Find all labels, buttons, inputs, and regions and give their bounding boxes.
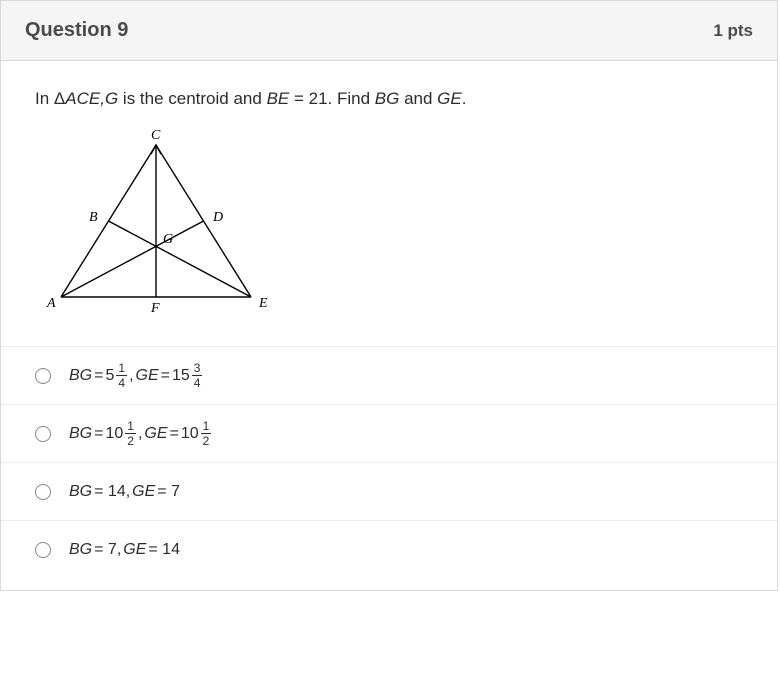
question-body: In ΔACE,G is the centroid and BE = 21. F… xyxy=(1,61,777,590)
radio-button[interactable] xyxy=(35,368,51,384)
radio-button[interactable] xyxy=(35,542,51,558)
option-text: BG = 1012, GE = 1012 xyxy=(69,420,211,447)
prompt-be: BE xyxy=(267,89,290,108)
prompt-bg: BG xyxy=(375,89,400,108)
prompt-text: . xyxy=(462,89,467,108)
svg-text:E: E xyxy=(258,296,268,311)
svg-text:D: D xyxy=(212,210,223,225)
svg-text:C: C xyxy=(151,128,161,143)
answer-option[interactable]: BG = 514, GE = 1534 xyxy=(1,346,777,404)
svg-text:F: F xyxy=(150,301,160,316)
prompt-text: = 21. Find xyxy=(289,89,375,108)
prompt-tri: ACE, xyxy=(65,89,105,108)
prompt-text: In Δ xyxy=(35,89,65,108)
question-card: Question 9 1 pts In ΔACE,G is the centro… xyxy=(0,0,778,591)
svg-text:A: A xyxy=(46,296,56,311)
answer-options: BG = 514, GE = 1534 BG = 1012, GE = 1012 B… xyxy=(1,346,777,578)
radio-button[interactable] xyxy=(35,484,51,500)
option-text: BG = 14,GE = 7 xyxy=(69,483,180,501)
answer-option[interactable]: BG = 14,GE = 7 xyxy=(1,462,777,520)
triangle-diagram: A E C F B D G xyxy=(41,127,743,322)
question-points: 1 pts xyxy=(713,21,753,41)
radio-button[interactable] xyxy=(35,426,51,442)
question-title: Question 9 xyxy=(25,19,128,42)
question-prompt: In ΔACE,G is the centroid and BE = 21. F… xyxy=(35,89,743,109)
prompt-ge: GE xyxy=(437,89,462,108)
prompt-g: G xyxy=(105,89,118,108)
question-header: Question 9 1 pts xyxy=(1,1,777,61)
svg-text:G: G xyxy=(163,232,173,247)
prompt-text: is the centroid and xyxy=(118,89,266,108)
answer-option[interactable]: BG = 7,GE = 14 xyxy=(1,520,777,578)
option-text: BG = 7,GE = 14 xyxy=(69,541,180,559)
diagram-svg: A E C F B D G xyxy=(41,127,271,317)
prompt-text: and xyxy=(399,89,437,108)
answer-option[interactable]: BG = 1012, GE = 1012 xyxy=(1,404,777,462)
svg-text:B: B xyxy=(89,210,98,225)
option-text: BG = 514, GE = 1534 xyxy=(69,362,202,389)
